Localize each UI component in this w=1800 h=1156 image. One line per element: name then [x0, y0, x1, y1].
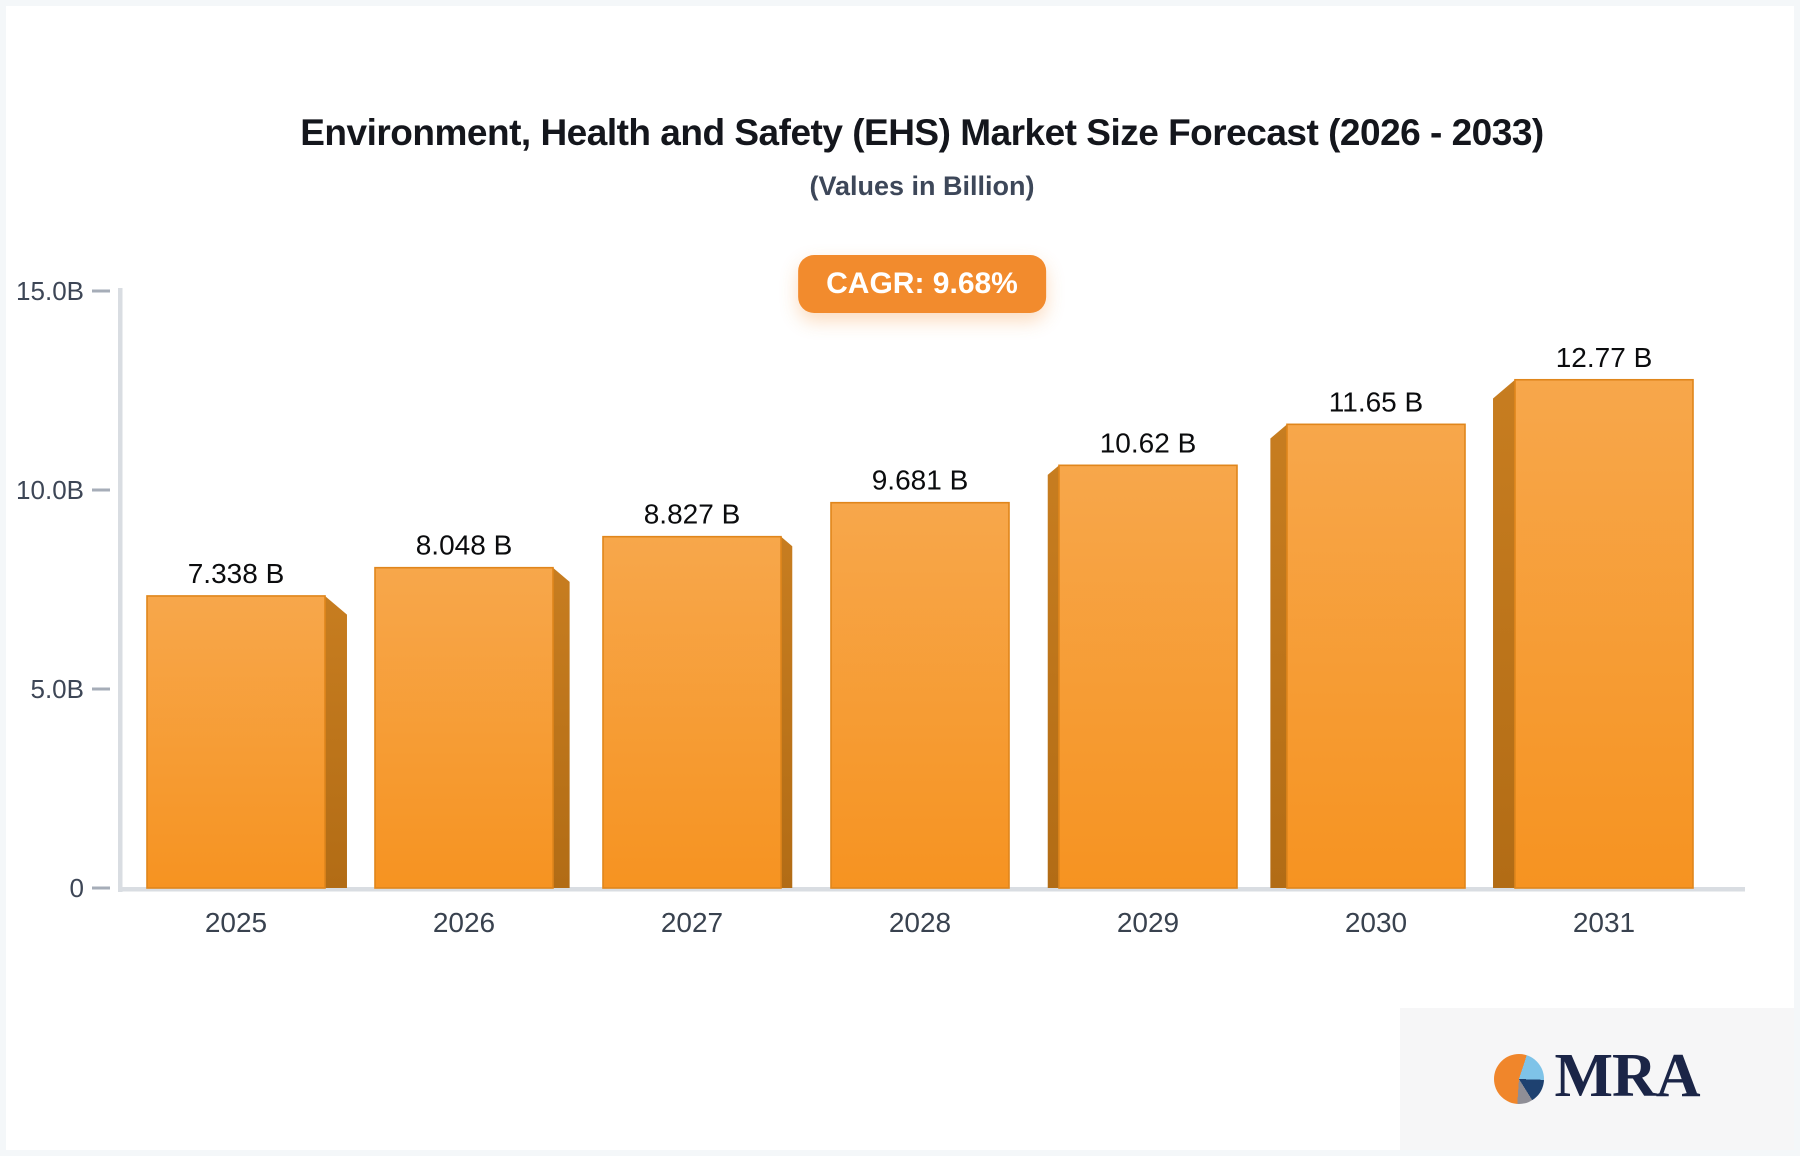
bar-side-2029: [1047, 465, 1059, 888]
bar-value-label: 8.048 B: [416, 530, 513, 561]
logo-text: MRA: [1554, 1042, 1700, 1110]
x-axis-label: 2027: [661, 907, 723, 938]
y-tick: [92, 886, 110, 890]
x-axis-label: 2028: [889, 907, 951, 938]
bar-2027[interactable]: [602, 535, 782, 889]
bar-2026[interactable]: [374, 566, 554, 889]
cagr-badge: CAGR: 9.68%: [798, 255, 1046, 313]
bar-2029[interactable]: [1058, 464, 1238, 889]
bar-2030[interactable]: [1286, 423, 1466, 889]
bar-value-label: 7.338 B: [188, 558, 285, 589]
y-tick: [92, 289, 110, 293]
bar-value-label: 8.827 B: [644, 499, 741, 530]
y-tick-label: 10.0B: [16, 475, 84, 505]
bar-side-2025: [325, 595, 347, 888]
bar-2031[interactable]: [1514, 378, 1694, 889]
x-axis-label: 2031: [1573, 907, 1635, 938]
x-axis-label: 2030: [1345, 907, 1407, 938]
y-tick-label: 15.0B: [16, 276, 84, 306]
bar-side-2031: [1493, 379, 1515, 888]
bar-value-label: 11.65 B: [1329, 386, 1423, 417]
bar-value-label: 12.77 B: [1556, 342, 1653, 373]
x-axis-line: [118, 887, 1745, 892]
bar-value-label: 10.62 B: [1100, 427, 1197, 458]
y-tick-label: 5.0B: [31, 674, 85, 704]
bar-2028[interactable]: [830, 501, 1010, 889]
y-tick-label: 0: [70, 873, 84, 903]
y-tick: [92, 687, 110, 691]
bar-side-2026: [553, 567, 570, 888]
x-axis-label: 2025: [205, 907, 267, 938]
logo: MRA: [1400, 1008, 1794, 1150]
x-axis-label: 2026: [433, 907, 495, 938]
pie-chart-icon: [1494, 1054, 1545, 1104]
bar-side-2027: [781, 536, 793, 888]
chart-subtitle: (Values in Billion): [809, 171, 1035, 201]
bar-2025[interactable]: [146, 595, 326, 889]
chart-title: Environment, Health and Safety (EHS) Mar…: [300, 112, 1544, 153]
bar-value-label: 9.681 B: [872, 465, 969, 496]
x-axis-label: 2029: [1117, 907, 1179, 938]
bar-side-2030: [1270, 424, 1287, 888]
y-tick: [92, 488, 110, 492]
y-axis-line: [118, 288, 123, 892]
